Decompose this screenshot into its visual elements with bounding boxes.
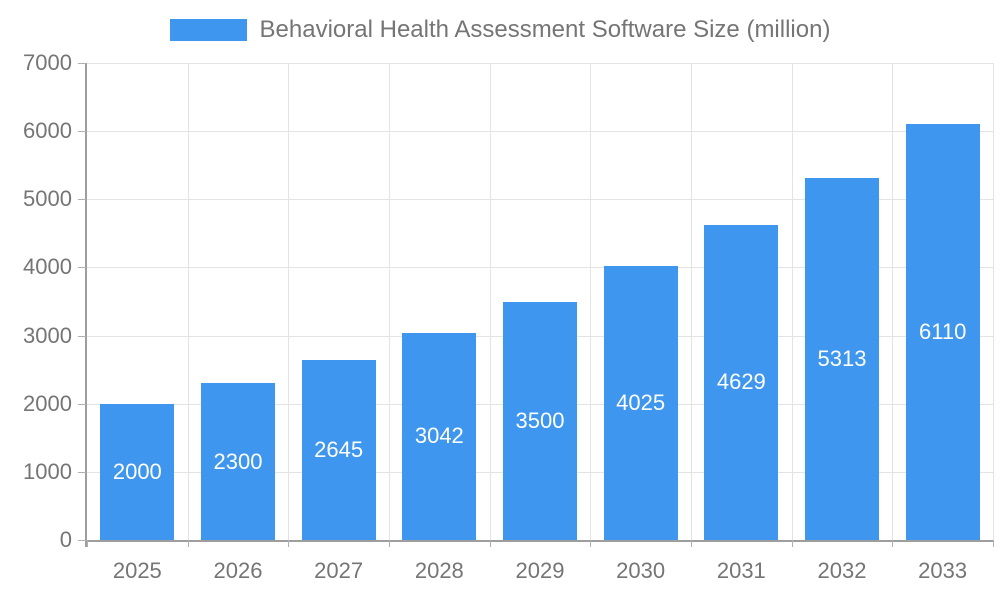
bar-value-label: 5313 bbox=[817, 345, 867, 371]
gridline-h bbox=[87, 131, 993, 133]
x-axis-label: 2029 bbox=[515, 558, 565, 583]
x-axis-label: 2033 bbox=[918, 558, 968, 583]
x-tick bbox=[892, 540, 894, 547]
gridline-v bbox=[892, 63, 894, 540]
x-axis-label: 2025 bbox=[112, 558, 162, 583]
x-axis-label: 2026 bbox=[213, 558, 263, 583]
bar-value-label: 3042 bbox=[414, 423, 464, 449]
legend-label: Behavioral Health Assessment Software Si… bbox=[259, 16, 831, 43]
bar-2028[interactable]: 3042 bbox=[402, 332, 477, 540]
x-axis-label: 2027 bbox=[314, 558, 364, 583]
gridline-h bbox=[87, 199, 993, 201]
chart-legend-item[interactable]: Behavioral Health Assessment Software Si… bbox=[0, 17, 1000, 43]
x-tick bbox=[993, 540, 994, 547]
bar-2030[interactable]: 4025 bbox=[603, 265, 678, 540]
bar-2027[interactable]: 2645 bbox=[301, 359, 376, 540]
bar-2025[interactable]: 2000 bbox=[100, 403, 175, 540]
bar-2033[interactable]: 6110 bbox=[905, 123, 980, 540]
gridline-h bbox=[87, 267, 993, 269]
gridline-v bbox=[489, 63, 491, 540]
y-tick bbox=[78, 267, 86, 269]
y-tick bbox=[78, 63, 86, 64]
x-tick bbox=[187, 540, 189, 547]
gridline-v bbox=[791, 63, 793, 540]
y-axis-label: 6000 bbox=[23, 118, 72, 144]
y-tick bbox=[78, 335, 86, 337]
x-tick bbox=[489, 540, 491, 547]
y-tick bbox=[78, 471, 86, 473]
y-tick bbox=[78, 131, 86, 133]
y-axis-label: 5000 bbox=[23, 186, 72, 212]
y-axis-label: 3000 bbox=[23, 322, 72, 348]
y-tick bbox=[78, 199, 86, 201]
x-tick bbox=[791, 540, 793, 547]
bar-value-label: 2645 bbox=[314, 436, 364, 462]
gridline-v bbox=[389, 63, 390, 540]
x-tick bbox=[691, 540, 692, 547]
y-axis-label: 7000 bbox=[23, 50, 72, 75]
bar-2032[interactable]: 5313 bbox=[805, 177, 879, 540]
x-tick bbox=[590, 540, 592, 547]
gridline-v bbox=[691, 63, 692, 540]
bar-value-label: 2300 bbox=[213, 448, 263, 474]
x-axis-line bbox=[85, 540, 993, 542]
y-axis-label: 0 bbox=[59, 527, 72, 552]
x-tick bbox=[288, 540, 290, 547]
y-axis-label: 1000 bbox=[23, 458, 72, 484]
x-axis-label: 2031 bbox=[716, 558, 766, 583]
bar-2031[interactable]: 4629 bbox=[704, 224, 779, 540]
x-axis-label: 2028 bbox=[414, 558, 464, 583]
x-axis-label: 2032 bbox=[817, 558, 867, 583]
legend-swatch bbox=[169, 19, 247, 41]
bar-2026[interactable]: 2300 bbox=[201, 383, 275, 540]
gridline-v bbox=[993, 63, 994, 540]
y-tick bbox=[78, 540, 86, 541]
plot-area: 2000 2300 2645 3042 3500 4025 4629 5313 6110 bbox=[85, 63, 994, 547]
y-axis-line bbox=[85, 63, 87, 547]
y-axis-label: 4000 bbox=[23, 254, 72, 280]
y-axis-label: 2000 bbox=[23, 390, 72, 416]
bar-value-label: 3500 bbox=[515, 407, 565, 433]
bar-2029[interactable]: 3500 bbox=[503, 301, 577, 540]
y-tick bbox=[78, 403, 86, 405]
bar-value-label: 6110 bbox=[919, 318, 967, 344]
x-axis-label: 2030 bbox=[616, 558, 666, 583]
gridline-h bbox=[87, 63, 993, 64]
x-tick bbox=[87, 540, 88, 547]
x-tick bbox=[389, 540, 390, 547]
bar-value-label: 4025 bbox=[616, 389, 666, 415]
gridline-v bbox=[288, 63, 290, 540]
gridline-v bbox=[590, 63, 592, 540]
gridline-v bbox=[187, 63, 189, 540]
bar-value-label: 2000 bbox=[112, 458, 162, 484]
bar-value-label: 4629 bbox=[716, 369, 766, 395]
